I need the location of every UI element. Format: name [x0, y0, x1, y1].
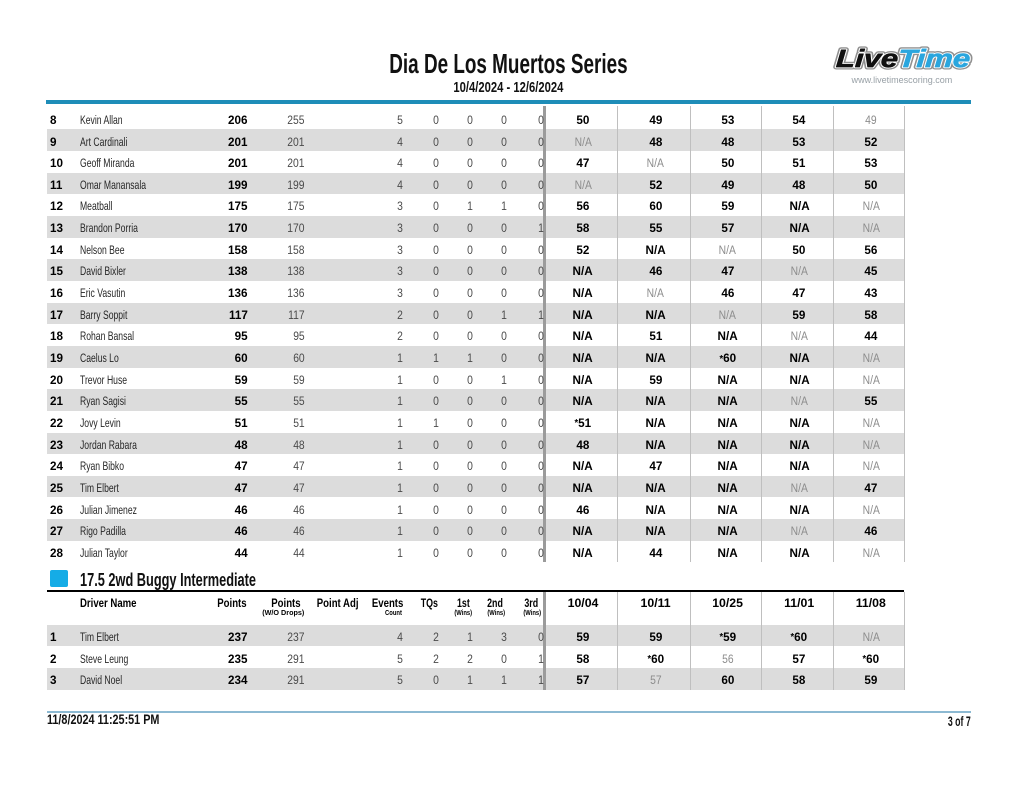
svg-text:Live: Live: [835, 45, 899, 73]
svg-text:Time: Time: [897, 45, 971, 73]
svg-text:Time: Time: [897, 45, 971, 73]
svg-text:Live: Live: [835, 45, 899, 73]
svg-text:Time: Time: [897, 45, 971, 73]
svg-text:Live: Live: [835, 45, 899, 73]
